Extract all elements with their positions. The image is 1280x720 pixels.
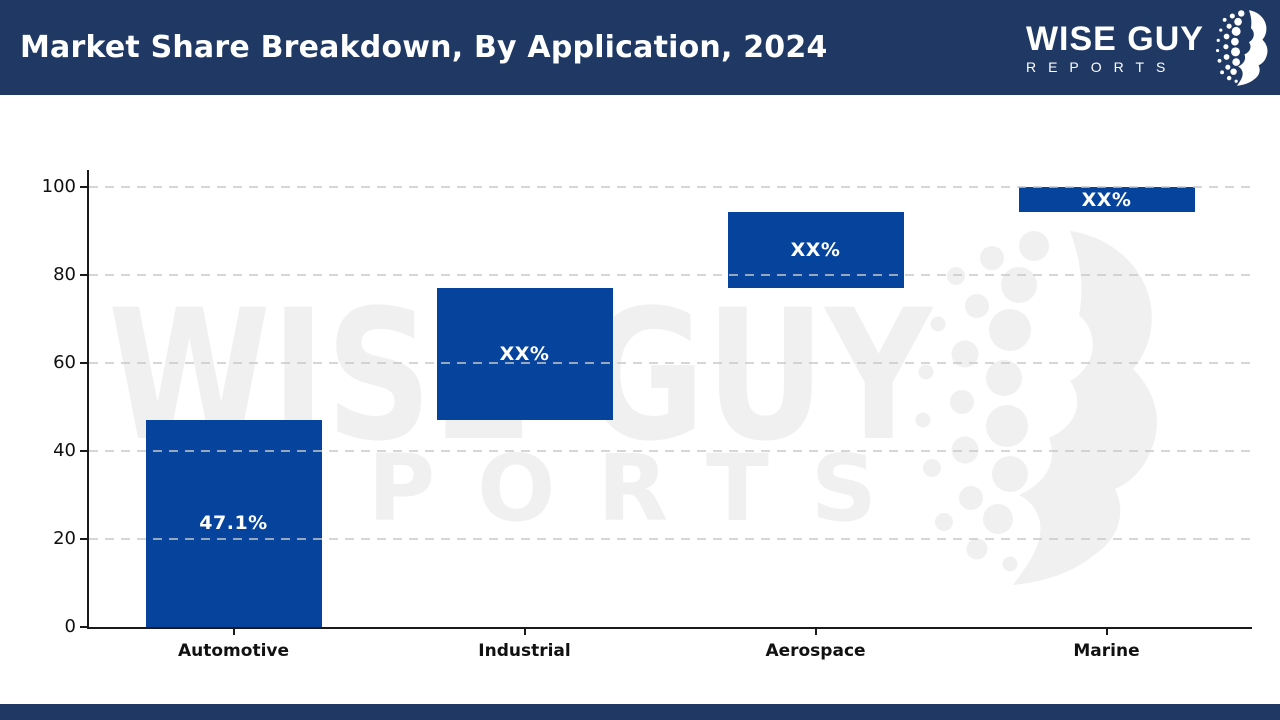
gridline-40 — [89, 450, 1252, 452]
chart-area: WISE GUY REPORTS 0 20 40 60 80 100 47.1% Automo… — [0, 95, 1280, 704]
bar-value-label-marine: XX% — [1081, 188, 1132, 211]
y-tick-label-20: 20 — [53, 528, 76, 549]
logo-wordmark: WISE GUY — [1025, 19, 1204, 58]
logo-subtext: REPORTS — [1025, 58, 1178, 75]
header-bar: Market Share Breakdown, By Application, … — [0, 0, 1280, 95]
wiseguy-logo: WISE GUY REPORTS — [1026, 0, 1272, 95]
y-tick-80 — [80, 274, 87, 276]
bar-value-label-aerospace: XX% — [790, 239, 841, 262]
bar-value-label-industrial: XX% — [499, 342, 550, 365]
gridline-20 — [89, 538, 1252, 540]
page-title: Market Share Breakdown, By Application, … — [20, 30, 828, 65]
x-tick-label-automotive: Automotive — [177, 641, 290, 661]
gridline-80 — [89, 274, 1252, 276]
x-tick-label-industrial: Industrial — [478, 641, 571, 661]
y-tick-label-80: 80 — [53, 264, 76, 285]
x-axis-line — [87, 627, 1252, 629]
y-tick-60 — [80, 362, 87, 364]
watermark-face-icon — [915, 231, 1157, 585]
x-tick-automotive — [232, 629, 235, 635]
gridline-100 — [89, 186, 1252, 188]
y-tick-40 — [80, 450, 87, 452]
wiseguy-logo-text: WISE GUY REPORTS — [1026, 22, 1204, 74]
y-tick-100 — [80, 186, 87, 188]
plot: 0 20 40 60 80 100 47.1% Automotive XX% Industrial… — [0, 95, 1280, 704]
y-tick-label-100: 100 — [41, 176, 76, 197]
x-tick-industrial — [523, 629, 526, 635]
x-tick-label-aerospace: Aerospace — [765, 641, 866, 661]
bar-marine: XX% — [1018, 187, 1195, 213]
y-tick-label-0: 0 — [64, 616, 76, 637]
y-tick-label-60: 60 — [53, 352, 76, 373]
bar-industrial: XX% — [436, 288, 613, 420]
x-tick-label-marine: Marine — [1073, 641, 1140, 661]
y-axis-line — [87, 170, 89, 629]
gridline-60 — [89, 362, 1252, 364]
y-tick-label-40: 40 — [53, 440, 76, 461]
y-tick-0 — [80, 626, 87, 628]
x-tick-marine — [1105, 629, 1108, 635]
bar-automotive: 47.1% — [145, 419, 322, 627]
x-tick-aerospace — [814, 629, 817, 635]
y-tick-20 — [80, 538, 87, 540]
wiseguy-face-icon — [1216, 9, 1268, 86]
bar-aerospace: XX% — [727, 212, 904, 289]
footer-bar — [0, 704, 1280, 720]
bar-value-label-automotive: 47.1% — [199, 512, 268, 535]
